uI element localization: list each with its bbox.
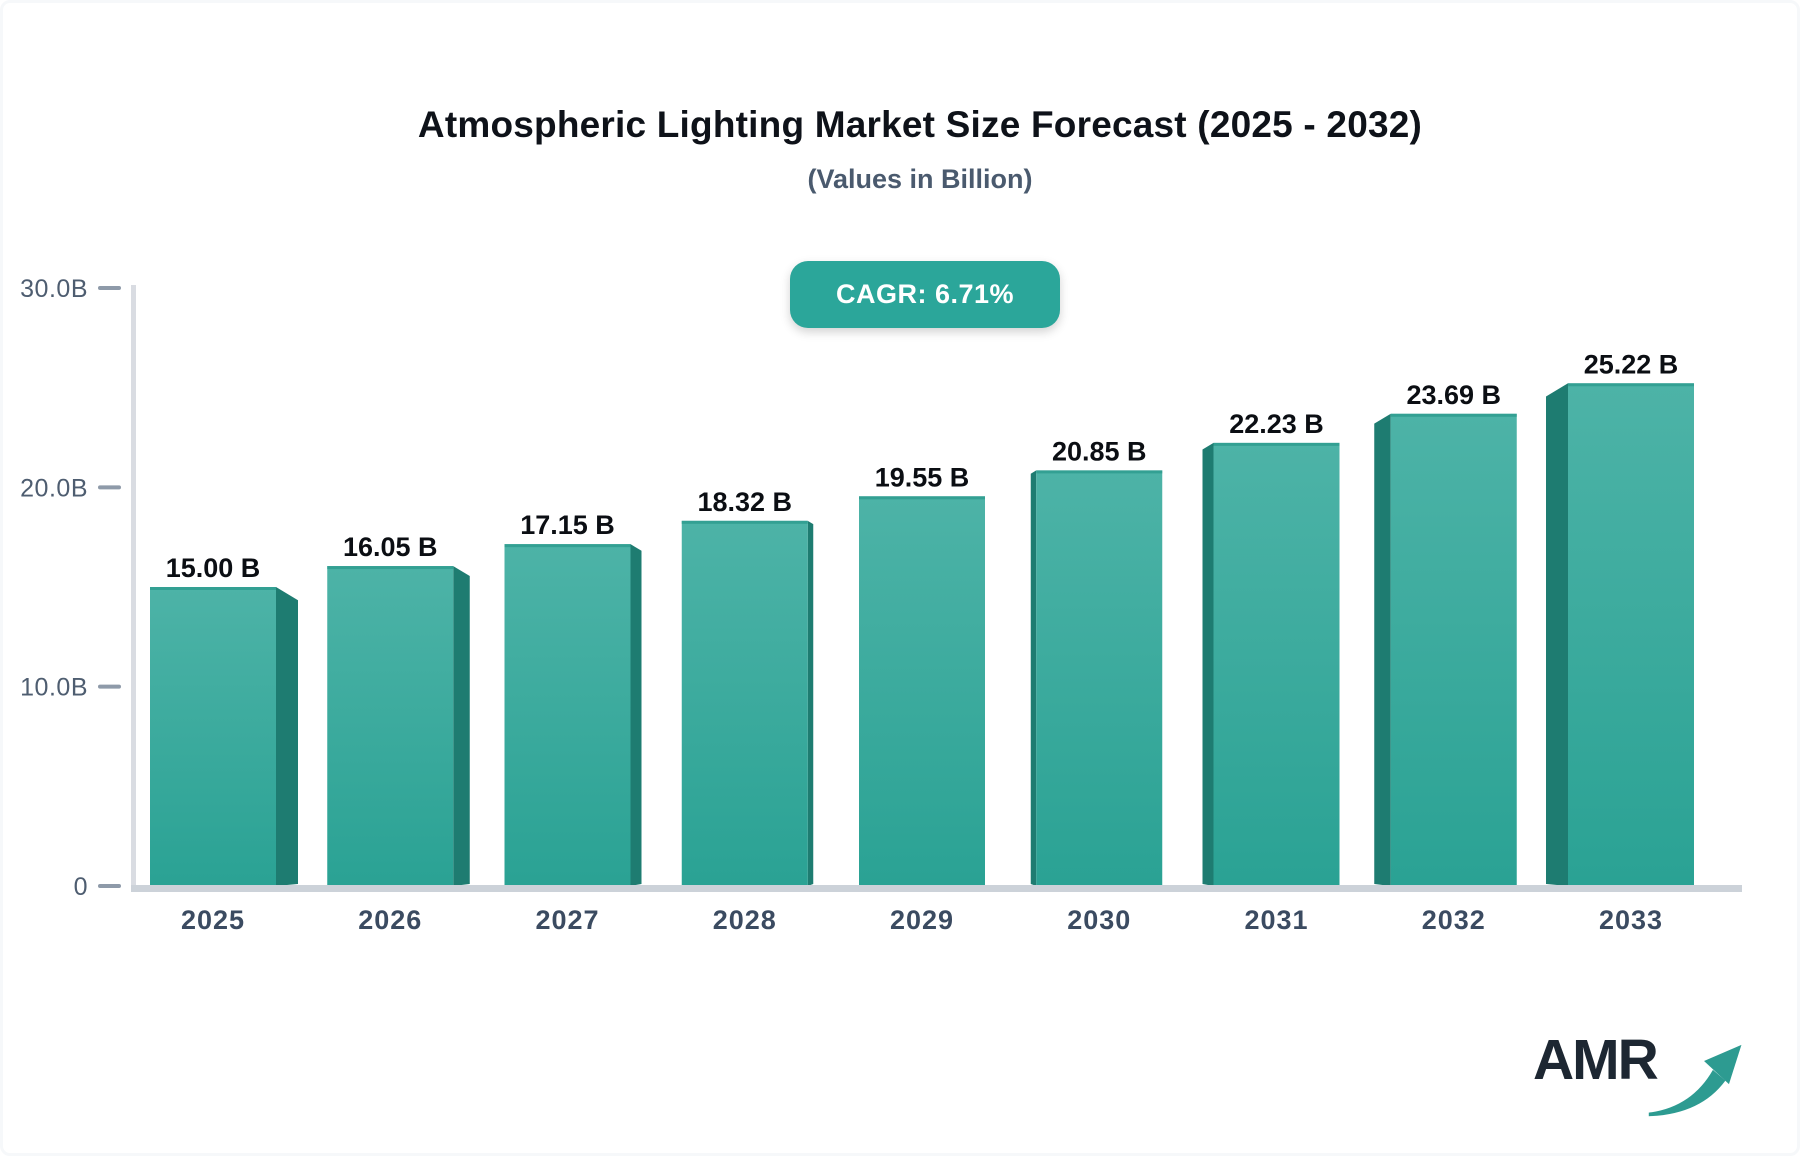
y-axis-line bbox=[131, 285, 136, 892]
bar-top-edge bbox=[327, 566, 454, 570]
bar-top-edge bbox=[1568, 383, 1694, 387]
bar-face bbox=[1568, 383, 1694, 886]
bar-group bbox=[1546, 383, 1694, 886]
bar-value-label: 25.22 B bbox=[1584, 349, 1679, 379]
bar-value-label: 15.00 B bbox=[166, 553, 261, 583]
x-axis-baseline bbox=[131, 885, 1742, 892]
bar-face bbox=[681, 520, 808, 886]
bar-group bbox=[1374, 413, 1517, 886]
x-tick-label: 2033 bbox=[1599, 905, 1663, 935]
cagr-badge: CAGR: 6.71% bbox=[790, 261, 1060, 328]
x-tick-label: 2028 bbox=[713, 905, 777, 935]
y-tick-label: 30.0B bbox=[20, 275, 88, 303]
bar-side-face bbox=[1202, 442, 1214, 886]
bar-group bbox=[681, 520, 814, 886]
y-tick-label: 20.0B bbox=[20, 474, 88, 502]
bar-side-face bbox=[453, 566, 470, 886]
bar-group bbox=[150, 587, 298, 886]
bar-top-edge bbox=[1390, 413, 1517, 417]
bar-value-label: 19.55 B bbox=[875, 462, 970, 492]
bar-side-face bbox=[1030, 470, 1037, 886]
bar-top-edge bbox=[859, 496, 985, 500]
bar-value-label: 18.32 B bbox=[697, 487, 792, 517]
bar-side-face bbox=[1546, 383, 1568, 886]
amr-logo-text: AMR bbox=[1533, 1028, 1659, 1092]
bar-face bbox=[1390, 413, 1517, 886]
x-tick-label: 2025 bbox=[181, 905, 245, 935]
bar-top-edge bbox=[681, 520, 808, 524]
bar-value-label: 16.05 B bbox=[343, 532, 438, 562]
x-tick-label: 2031 bbox=[1244, 905, 1308, 935]
bar-side-face bbox=[630, 544, 642, 886]
bar-side-face bbox=[807, 520, 814, 886]
bar-group bbox=[504, 544, 642, 886]
bar-group bbox=[859, 496, 985, 886]
x-tick-label: 2027 bbox=[535, 905, 599, 935]
chart-title: Atmospheric Lighting Market Size Forecas… bbox=[417, 104, 1423, 145]
x-tick-label: 2029 bbox=[890, 905, 954, 935]
bar-top-edge bbox=[1036, 470, 1163, 474]
x-tick-label: 2026 bbox=[358, 905, 422, 935]
bar-group bbox=[327, 566, 470, 886]
chart-subtitle: (Values in Billion) bbox=[807, 164, 1033, 194]
amr-logo: AMR bbox=[1533, 1032, 1745, 1120]
bar-group bbox=[1202, 442, 1340, 886]
y-tick-label: 0 bbox=[74, 873, 88, 901]
bar-side-face bbox=[1374, 413, 1391, 886]
bar-face bbox=[504, 544, 631, 886]
cagr-badge-label: CAGR: 6.71% bbox=[835, 279, 1015, 309]
growth-arrow-icon bbox=[1648, 1044, 1742, 1117]
bar-face bbox=[859, 496, 985, 886]
bar-face bbox=[327, 566, 454, 886]
bar-value-label: 20.85 B bbox=[1052, 436, 1147, 466]
x-tick-label: 2032 bbox=[1422, 905, 1486, 935]
bar-top-edge bbox=[150, 587, 276, 590]
y-tick-label: 10.0B bbox=[20, 674, 88, 702]
bar-side-face bbox=[276, 587, 298, 886]
bar-value-label: 17.15 B bbox=[520, 510, 615, 540]
bar-face bbox=[150, 587, 276, 886]
bar-value-label: 23.69 B bbox=[1406, 380, 1501, 410]
bar-top-edge bbox=[1213, 442, 1340, 446]
bar-group bbox=[1030, 470, 1163, 886]
bar-face bbox=[1036, 470, 1163, 886]
bar-value-label: 22.23 B bbox=[1229, 409, 1324, 439]
x-tick-label: 2030 bbox=[1067, 905, 1131, 935]
bar-top-edge bbox=[504, 544, 631, 548]
bar-face bbox=[1213, 442, 1340, 886]
